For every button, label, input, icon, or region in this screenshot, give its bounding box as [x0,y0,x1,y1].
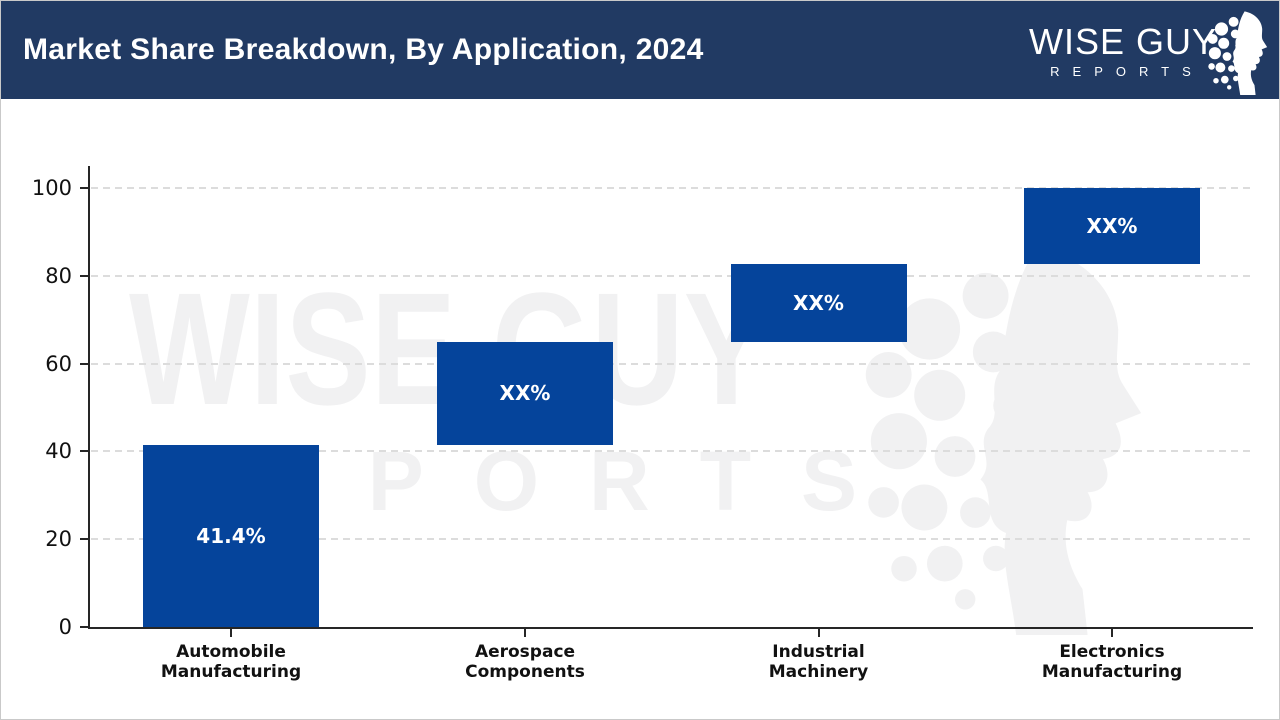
x-axis-tick-electronics-manufacturing [1111,629,1113,637]
x-axis-tick-aerospace-components [524,629,526,637]
x-axis-tick-automobile-manufacturing [230,629,232,637]
y-axis-tick-label-40: 40 [45,439,72,464]
y-axis-tick-80 [80,274,89,277]
y-axis-tick-label-100: 100 [31,176,72,200]
x-axis-label-line: Manufacturing [1041,662,1183,682]
brand-logo-text: WISE GUY REPORTS [1029,23,1217,79]
page-title: Market Share Breakdown, By Application, … [23,33,704,66]
y-axis-tick-40 [80,450,89,453]
y-axis-tick-label-60: 60 [45,351,72,376]
y-axis-tick-60 [80,362,89,365]
x-axis-label-aerospace-components: Aerospace Components [405,642,645,682]
brand-face-icon [1207,11,1268,95]
x-axis-label-industrial-machinery: Industrial Machinery [699,642,939,682]
brand-subname: REPORTS [1050,63,1204,79]
x-axis-label-line: Aerospace [474,642,576,662]
bar-electronics-manufacturing: XX% [1024,188,1200,264]
y-axis-tick-100 [80,187,89,189]
x-axis-label-line: Machinery [768,662,869,682]
y-axis-tick-0 [80,626,89,628]
x-axis-label-line: Manufacturing [160,662,302,682]
y-axis-tick-label-20: 20 [45,527,72,552]
gridline-20 [91,538,1253,541]
bar-aerospace-components: XX% [437,341,613,446]
gridline-100 [91,187,1253,189]
x-axis-label-line: Electronics [1059,642,1165,662]
bar-value-label-automobile-manufacturing: 41.4% [196,524,266,549]
gridline-60 [91,362,1253,365]
x-axis-label-automobile-manufacturing: Automobile Manufacturing [111,642,351,682]
x-axis-label-line: Automobile [176,642,286,662]
bar-value-label-electronics-manufacturing: XX% [1086,213,1138,238]
x-axis-label-line: Industrial [772,642,865,662]
y-axis-tick-label-0: 0 [58,615,72,639]
x-axis-label-electronics-manufacturing: Electronics Manufacturing [992,642,1232,682]
bar-industrial-machinery: XX% [730,263,907,342]
x-axis-label-line: Components [465,662,585,682]
bar-automobile-manufacturing: 41.4% [143,445,319,627]
x-axis-tick-industrial-machinery [817,629,820,637]
x-axis-line [88,627,1253,629]
header-bar: Market Share Breakdown, By Application, … [1,1,1279,99]
bar-value-label-industrial-machinery: XX% [793,290,844,315]
y-axis-tick-20 [80,538,89,541]
brand-name: WISE GUY [1028,21,1217,63]
brand-logo: WISE GUY REPORTS [1029,7,1271,95]
bar-value-label-aerospace-components: XX% [499,381,551,406]
gridline-80 [91,274,1253,277]
y-axis-tick-label-80: 80 [45,263,72,288]
gridline-40 [91,450,1253,453]
y-axis-line [88,166,90,629]
